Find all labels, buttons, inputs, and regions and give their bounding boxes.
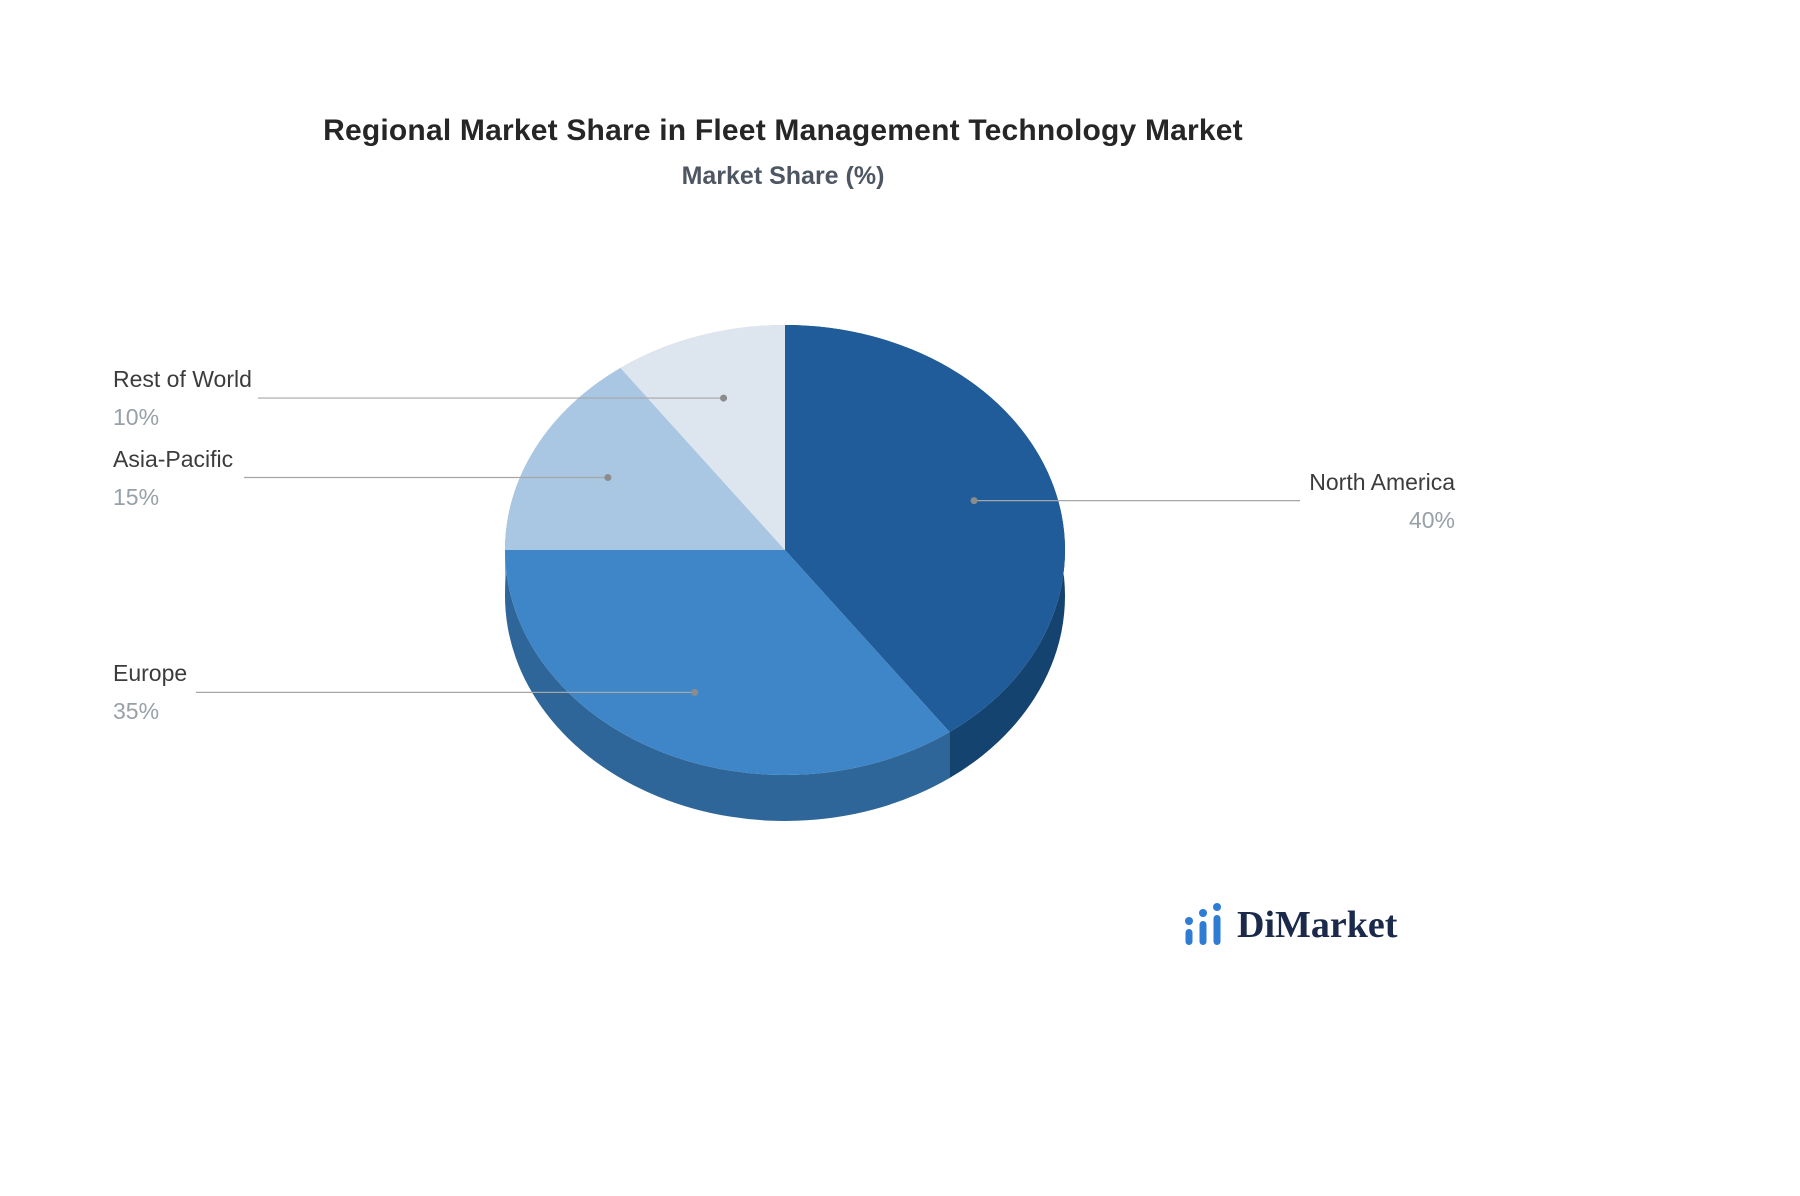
callout-rest-of-world: Rest of World 10% xyxy=(113,365,252,431)
callout-north-america: North America 40% xyxy=(1255,468,1455,534)
callout-anchor-dot xyxy=(970,497,978,505)
slice-label-north-america: North America xyxy=(1309,469,1455,495)
bar-chart-icon xyxy=(1185,903,1221,945)
chart-title: Regional Market Share in Fleet Managemen… xyxy=(323,114,1243,147)
pie-slice-path xyxy=(505,367,785,550)
slice-value-asia-pacific: 15% xyxy=(113,484,160,510)
callout-anchor-dot xyxy=(720,394,728,402)
slice-value-europe: 35% xyxy=(113,698,160,724)
pie-slice-path xyxy=(505,550,950,775)
pie-slice-path xyxy=(505,550,950,821)
callout-asia-pacific: Asia-Pacific 15% xyxy=(113,445,233,511)
brand-name: DiMarket xyxy=(1237,904,1398,946)
callout-anchor-dot xyxy=(691,688,699,696)
slice-label-asia-pacific: Asia-Pacific xyxy=(113,446,234,472)
slice-label-europe: Europe xyxy=(113,660,188,686)
brand-logo: DiMarket xyxy=(1183,903,1397,947)
chart-subtitle: Market Share (%) xyxy=(681,162,885,190)
chart-header: Regional Market Share in Fleet Managemen… xyxy=(0,114,1566,191)
pie-slice-path xyxy=(785,325,1065,733)
slice-value-north-america: 40% xyxy=(1408,507,1455,533)
slice-value-rest-of-world: 10% xyxy=(113,404,160,430)
callout-europe: Europe 35% xyxy=(113,659,187,725)
callout-anchor-dot xyxy=(604,473,612,481)
slice-label-rest-of-world: Rest of World xyxy=(113,366,252,392)
pie-slice-path xyxy=(620,325,785,550)
